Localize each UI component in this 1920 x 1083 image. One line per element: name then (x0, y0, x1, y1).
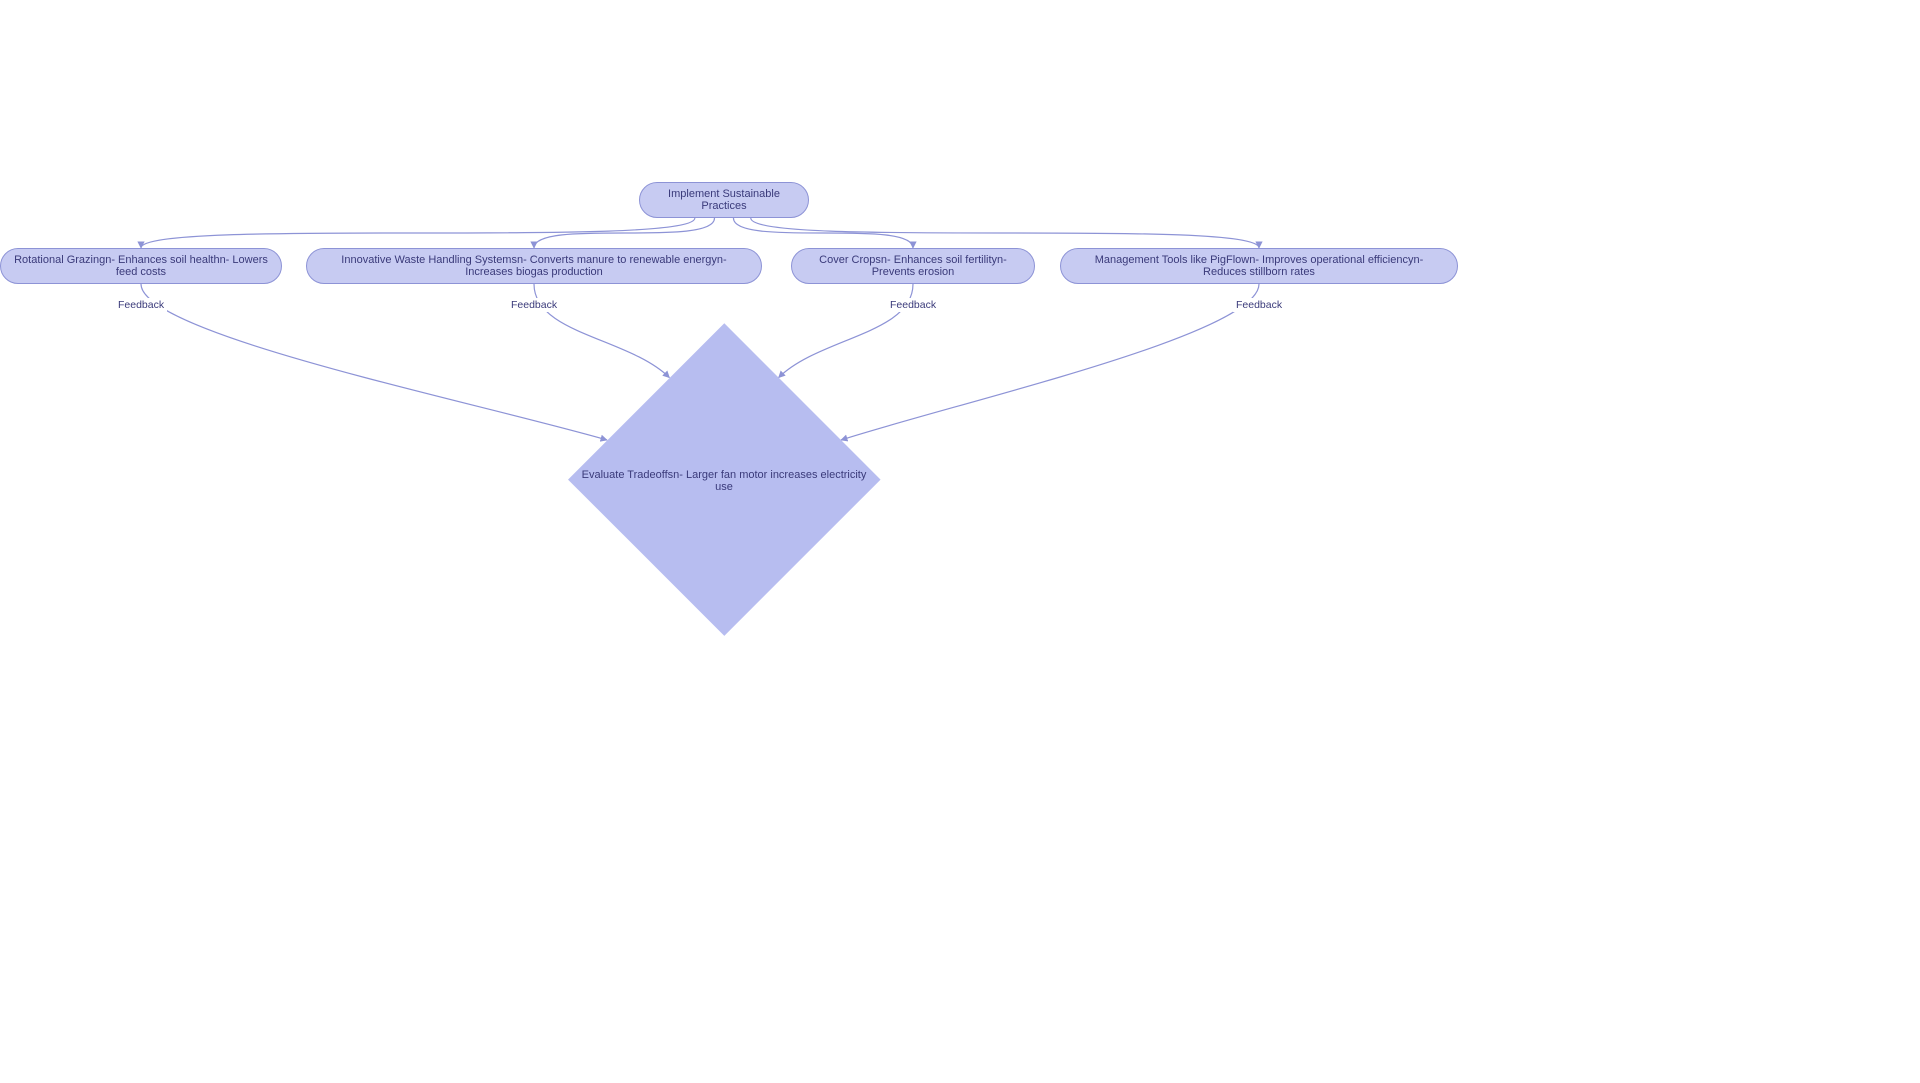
child-label: Management Tools like PigFlown- Improves… (1073, 254, 1445, 278)
root-label: Implement Sustainable Practices (652, 188, 796, 212)
edge-label-feedback-1: Feedback (115, 298, 167, 312)
child-label: Cover Cropsn- Enhances soil fertilityn- … (804, 254, 1022, 278)
edges-layer (0, 0, 1920, 1083)
child-node-1: Rotational Grazingn- Enhances soil healt… (0, 248, 282, 284)
child-node-4: Management Tools like PigFlown- Improves… (1060, 248, 1458, 284)
child-node-3: Cover Cropsn- Enhances soil fertilityn- … (791, 248, 1035, 284)
root-node: Implement Sustainable Practices (639, 182, 809, 218)
child-label: Innovative Waste Handling Systemsn- Conv… (319, 254, 749, 278)
edge-label-feedback-4: Feedback (1233, 298, 1285, 312)
child-label: Rotational Grazingn- Enhances soil healt… (13, 254, 269, 278)
child-node-2: Innovative Waste Handling Systemsn- Conv… (306, 248, 762, 284)
edge-label-feedback-3: Feedback (887, 298, 939, 312)
edge-label-feedback-2: Feedback (508, 298, 560, 312)
decision-label: Evaluate Tradeoffsn- Larger fan motor in… (579, 469, 869, 493)
